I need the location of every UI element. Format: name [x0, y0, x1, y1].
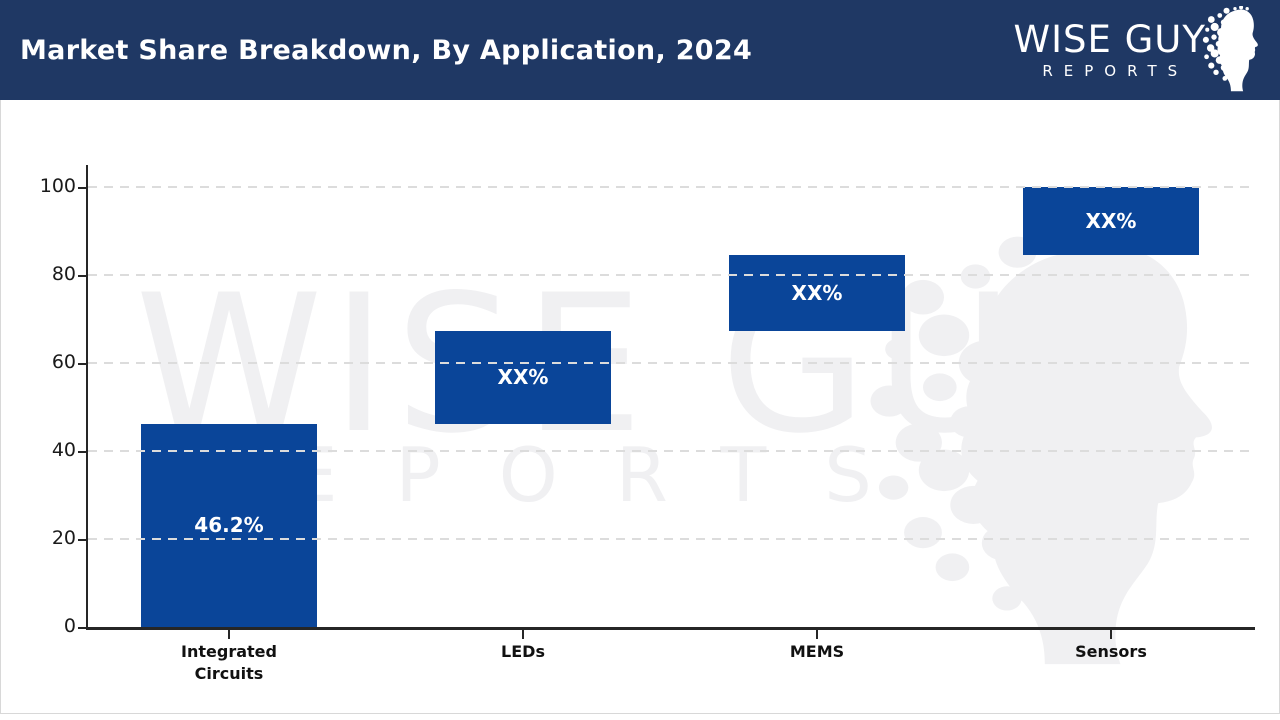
- y-tick-100: [78, 187, 86, 189]
- wiseguy-head-icon: [1202, 6, 1258, 92]
- y-tick-40: [78, 451, 86, 453]
- y-tick-60: [78, 363, 86, 365]
- gridline-100: [88, 186, 1255, 188]
- brand-logo: WISE GUY REPORTS: [1014, 6, 1270, 94]
- chart-area: WISE GUY REPORTS 0 20 40 60 80 100 46.2% XX% XX%…: [0, 100, 1280, 714]
- x-tick-mems: [816, 630, 818, 639]
- brand-name: WISE GUY: [1013, 18, 1206, 61]
- y-tick-label-100: 100: [39, 175, 76, 197]
- page-title: Market Share Breakdown, By Application, …: [20, 34, 753, 66]
- y-tick-0: [78, 627, 86, 629]
- y-tick-80: [78, 275, 86, 277]
- bar-label-integrated-circuits: 46.2%: [194, 513, 264, 538]
- x-tick-sensors: [1110, 630, 1112, 639]
- x-tick-integrated-circuits: [228, 630, 230, 639]
- y-tick-label-40: 40: [51, 439, 76, 461]
- y-tick-label-0: 0: [63, 615, 76, 637]
- bar-integrated-circuits: 46.2%: [141, 423, 317, 627]
- bar-sensors: XX%: [1023, 187, 1199, 255]
- gridline-80: [88, 274, 1255, 276]
- x-tick-label-mems: MEMS: [789, 642, 845, 661]
- bar-label-leds: XX%: [497, 365, 549, 390]
- brand-wordmark: WISE GUY REPORTS: [1014, 21, 1206, 79]
- header-bar: Market Share Breakdown, By Application, …: [0, 0, 1280, 100]
- y-tick-20: [78, 539, 86, 541]
- y-tick-label-20: 20: [51, 527, 76, 549]
- y-tick-label-60: 60: [51, 351, 76, 373]
- gridline-60: [88, 362, 1255, 364]
- x-axis-line: [86, 627, 1255, 630]
- y-axis-line: [86, 165, 88, 630]
- brand-subname: REPORTS: [1042, 62, 1189, 80]
- x-tick-label-sensors: Sensors: [1075, 642, 1147, 661]
- bar-leds: XX%: [435, 330, 611, 424]
- gridline-40: [88, 450, 1255, 452]
- bar-label-mems: XX%: [791, 280, 843, 305]
- bar-label-sensors: XX%: [1085, 208, 1137, 233]
- x-tick-label-leds: LEDs: [501, 642, 545, 661]
- bar-mems: XX%: [729, 254, 905, 331]
- x-tick-label-integrated-circuits: Integrated Circuits: [181, 642, 277, 683]
- x-tick-leds: [522, 630, 524, 639]
- watermark-head-icon: [870, 228, 1212, 665]
- gridline-20: [88, 538, 1255, 540]
- y-tick-label-80: 80: [51, 263, 76, 285]
